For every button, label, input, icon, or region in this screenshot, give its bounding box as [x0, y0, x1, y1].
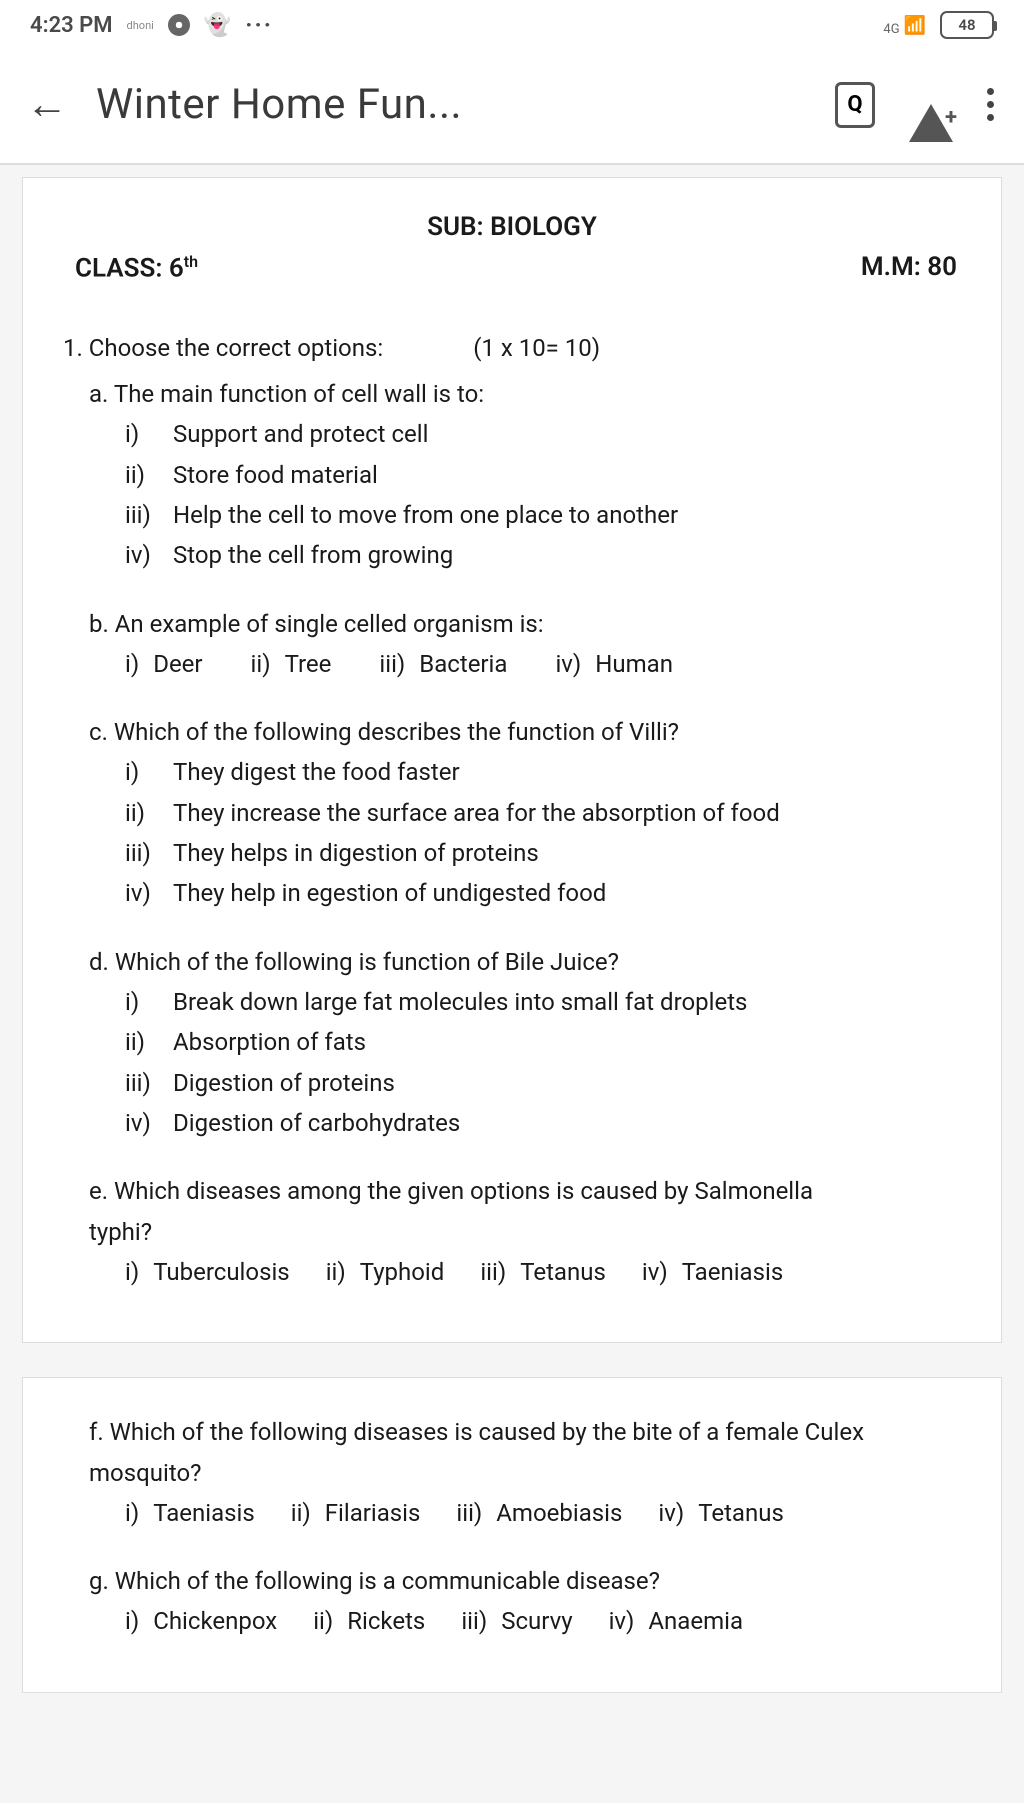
option: iv)Anaemia [609, 1601, 743, 1641]
option: iv)Stop the cell from growing [125, 535, 961, 575]
option: iii)Scurvy [461, 1601, 572, 1641]
question-f-options: i)Taeniasis ii)Filariasis iii)Amoebiasis… [63, 1493, 961, 1533]
question-c: c. Which of the following describes the … [63, 712, 961, 914]
option: i)Break down large fat molecules into sm… [125, 982, 961, 1022]
question-d: d. Which of the following is function of… [63, 942, 961, 1144]
snapchat-icon: 👻 [204, 13, 231, 38]
app-header: ← Winter Home Fun... Q + [0, 50, 1024, 163]
doc-meta-row: CLASS: 6th M.M: 80 [63, 252, 961, 284]
section-marks: (1 x 10= 10) [473, 328, 600, 368]
question-g-prompt: g. Which of the following is a communica… [63, 1561, 961, 1601]
option: iii)Digestion of proteins [125, 1063, 961, 1103]
option: iii)They helps in digestion of proteins [125, 833, 961, 873]
search-icon: Q [847, 92, 862, 117]
overflow-menu-button[interactable] [987, 88, 994, 121]
question-c-prompt: c. Which of the following describes the … [63, 712, 961, 752]
option: iv)They help in egestion of undigested f… [125, 873, 961, 913]
signal-icon: 📶 [904, 15, 926, 36]
question-section-2: f. Which of the following diseases is ca… [63, 1412, 961, 1642]
drive-add-button[interactable]: + [909, 85, 953, 125]
question-e: e. Which diseases among the given option… [63, 1171, 961, 1292]
status-left: 4:23 PM dhoni 👻 ··· [30, 11, 273, 39]
option: iii)Amoebiasis [456, 1493, 622, 1533]
battery-level: 48 [958, 16, 975, 34]
more-notifications-icon: ··· [245, 11, 273, 39]
option: ii)Tree [251, 644, 332, 684]
option: ii)Store food material [125, 455, 961, 495]
question-a-prompt: a. The main function of cell wall is to: [63, 374, 961, 414]
option: iii)Tetanus [480, 1252, 606, 1292]
question-section-1: 1. Choose the correct options: (1 x 10= … [63, 328, 961, 1293]
network-indicator: 4G 📶 [883, 15, 926, 36]
option: iii)Help the cell to move from one place… [125, 495, 961, 535]
option: iv)Taeniasis [642, 1252, 783, 1292]
question-d-prompt: d. Which of the following is function of… [63, 942, 961, 982]
option: i)Tuberculosis [125, 1252, 290, 1292]
section-heading-text: 1. Choose the correct options: [63, 328, 383, 368]
battery-indicator: 48 [940, 11, 994, 39]
plus-icon: + [945, 107, 957, 129]
question-a: a. The main function of cell wall is to:… [63, 374, 961, 576]
option: iii)Bacteria [379, 644, 507, 684]
option: ii)Absorption of fats [125, 1022, 961, 1062]
document-page-2: f. Which of the following diseases is ca… [22, 1377, 1002, 1693]
question-g: g. Which of the following is a communica… [63, 1561, 961, 1642]
class-label: CLASS: 6th [75, 252, 198, 284]
chrome-icon [168, 14, 190, 36]
network-type-label: 4G [883, 23, 899, 36]
option: i)Chickenpox [125, 1601, 277, 1641]
question-c-options: i)They digest the food faster ii)They in… [63, 752, 961, 913]
option: i)Deer [125, 644, 203, 684]
option: ii)Typhoid [326, 1252, 445, 1292]
question-e-prompt: e. Which diseases among the given option… [63, 1171, 961, 1252]
question-a-options: i)Support and protect cell ii)Store food… [63, 414, 961, 575]
back-button[interactable]: ← [26, 80, 68, 129]
option: ii)They increase the surface area for th… [125, 793, 961, 833]
option: i)They digest the food faster [125, 752, 961, 792]
question-b-options: i)Deer ii)Tree iii)Bacteria iv)Human [63, 644, 961, 684]
option: iv)Digestion of carbohydrates [125, 1103, 961, 1143]
question-f-prompt: f. Which of the following diseases is ca… [63, 1412, 961, 1493]
option: iv)Human [555, 644, 673, 684]
option: iv)Tetanus [658, 1493, 784, 1533]
option: i)Support and protect cell [125, 414, 961, 454]
option: i)Taeniasis [125, 1493, 255, 1533]
question-e-options: i)Tuberculosis ii)Typhoid iii)Tetanus iv… [63, 1252, 961, 1292]
question-d-options: i)Break down large fat molecules into sm… [63, 982, 961, 1143]
document-page-1: SUB: BIOLOGY CLASS: 6th M.M: 80 1. Choos… [22, 177, 1002, 1343]
subject-heading: SUB: BIOLOGY [63, 212, 961, 242]
option: ii)Filariasis [291, 1493, 421, 1533]
question-b-prompt: b. An example of single celled organism … [63, 604, 961, 644]
status-bar: 4:23 PM dhoni 👻 ··· 4G 📶 48 [0, 0, 1024, 50]
document-title[interactable]: Winter Home Fun... [96, 80, 807, 129]
find-in-document-button[interactable]: Q [835, 82, 875, 128]
status-right: 4G 📶 48 [883, 11, 994, 39]
option: ii)Rickets [313, 1601, 425, 1641]
section-heading: 1. Choose the correct options: (1 x 10= … [63, 328, 961, 368]
question-g-options: i)Chickenpox ii)Rickets iii)Scurvy iv)An… [63, 1601, 961, 1641]
carrier-label: dhoni [127, 19, 154, 32]
document-viewport[interactable]: SUB: BIOLOGY CLASS: 6th M.M: 80 1. Choos… [0, 165, 1024, 1739]
question-b: b. An example of single celled organism … [63, 604, 961, 685]
max-marks-label: M.M: 80 [861, 252, 957, 284]
status-time: 4:23 PM [30, 13, 113, 38]
header-actions: Q + [835, 82, 994, 128]
question-f: f. Which of the following diseases is ca… [63, 1412, 961, 1533]
